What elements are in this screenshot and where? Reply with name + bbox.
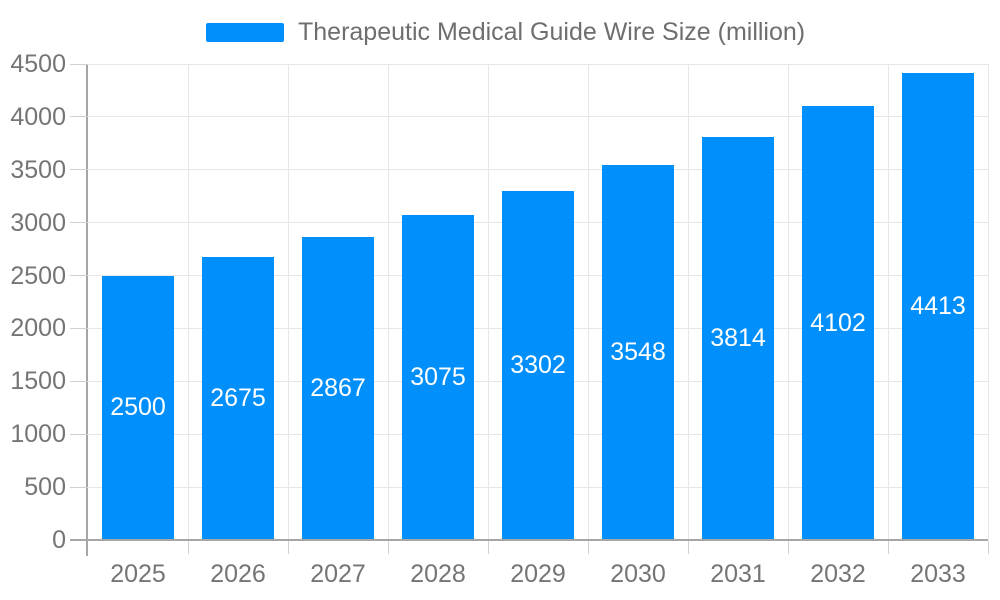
v-gridline [887, 64, 889, 540]
x-axis-label: 2031 [710, 560, 766, 588]
v-gridline [987, 64, 989, 540]
plot-area: 2500 2675 2867 3075 3302 3548 3814 4102 4413 [88, 63, 989, 540]
y-axis-label: 1000 [10, 420, 66, 449]
bar-2026[interactable]: 2675 [202, 257, 274, 540]
x-tick [487, 541, 489, 554]
y-axis-label: 2500 [10, 261, 66, 290]
x-tick [587, 541, 589, 554]
x-tick [787, 541, 789, 554]
y-tick [70, 116, 88, 118]
x-axis-label: 2032 [810, 560, 866, 588]
y-tick [70, 433, 88, 435]
y-tick [70, 222, 88, 224]
legend-label: Therapeutic Medical Guide Wire Size (mil… [298, 18, 806, 46]
x-tick [687, 541, 689, 554]
bar-2025[interactable]: 2500 [102, 275, 174, 540]
bar-2031[interactable]: 3814 [702, 136, 774, 540]
x-tick [887, 541, 889, 554]
bar-value-label: 4102 [810, 308, 866, 337]
y-axis-label: 3500 [10, 155, 66, 184]
y-tick [70, 275, 88, 277]
v-gridline [387, 64, 389, 540]
bar-value-label: 2867 [310, 373, 366, 402]
y-axis-label: 4500 [10, 50, 66, 78]
x-axis-label: 2026 [210, 560, 266, 588]
bar-2033[interactable]: 4413 [902, 73, 974, 540]
y-axis-label: 500 [24, 473, 66, 502]
y-axis-label: 2000 [10, 314, 66, 343]
x-tick [287, 541, 289, 554]
v-gridline [487, 64, 489, 540]
y-tick [70, 486, 88, 488]
h-gridline [88, 116, 988, 118]
x-axis-label: 2030 [610, 560, 666, 588]
bar-value-label: 3075 [410, 362, 466, 391]
v-gridline [287, 64, 289, 540]
y-axis-label: 1500 [10, 367, 66, 396]
y-tick [70, 380, 88, 382]
y-tick [70, 327, 88, 329]
x-axis-label: 2027 [310, 560, 366, 588]
legend-swatch-icon [206, 23, 284, 42]
bar-value-label: 2500 [110, 393, 166, 422]
y-axis-label: 4000 [10, 102, 66, 131]
y-tick [70, 63, 88, 65]
bar-value-label: 3548 [610, 337, 666, 366]
x-axis-label: 2033 [910, 560, 966, 588]
v-gridline [787, 64, 789, 540]
v-gridline [587, 64, 589, 540]
bar-2028[interactable]: 3075 [402, 214, 474, 540]
x-axis-label: 2025 [110, 560, 166, 588]
bar-value-label: 4413 [910, 292, 966, 321]
bar-value-label: 2675 [210, 384, 266, 413]
bar-2032[interactable]: 4102 [802, 106, 874, 540]
y-tick [70, 169, 88, 171]
bar-2030[interactable]: 3548 [602, 164, 674, 540]
bar-2029[interactable]: 3302 [502, 190, 574, 540]
x-tick [187, 541, 189, 554]
legend[interactable]: Therapeutic Medical Guide Wire Size (mil… [206, 18, 805, 47]
y-axis-label: 0 [52, 526, 66, 554]
h-gridline [88, 169, 988, 171]
v-gridline [187, 64, 189, 540]
bar-value-label: 3302 [510, 350, 566, 379]
x-tick [387, 541, 389, 554]
x-axis-label: 2028 [410, 560, 466, 588]
x-tick [987, 541, 989, 554]
bar-2027[interactable]: 2867 [302, 236, 374, 540]
y-axis-label: 3000 [10, 208, 66, 237]
y-axis-line [86, 64, 88, 556]
x-axis-label: 2029 [510, 560, 566, 588]
x-axis-baseline [70, 539, 988, 541]
v-gridline [687, 64, 689, 540]
h-gridline [88, 63, 988, 65]
bar-value-label: 3814 [710, 323, 766, 352]
